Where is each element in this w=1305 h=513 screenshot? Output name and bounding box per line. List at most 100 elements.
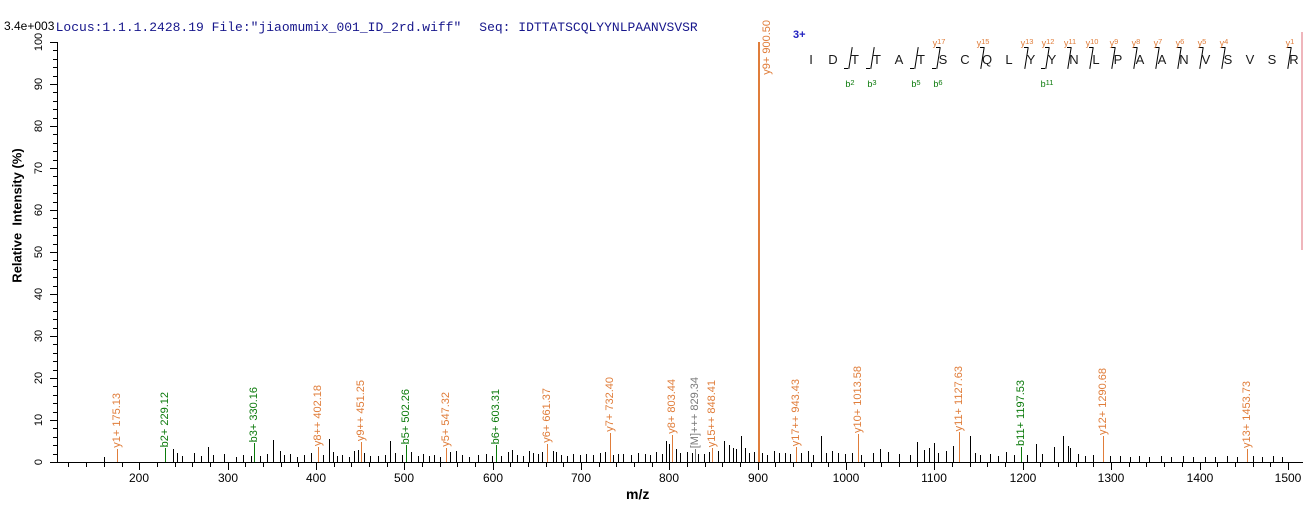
x-axis-tick (493, 463, 494, 470)
peak-label-b6+: b6+ 603.31 (490, 388, 502, 444)
y-axis-tick (50, 84, 57, 85)
x-axis-minor-tick (1253, 463, 1254, 467)
spectrum-peak (774, 451, 775, 462)
peak-label-[M]+++: [M]+++ 829.34 (689, 376, 701, 448)
x-axis-minor-tick (917, 463, 918, 467)
spectrum-peak (1027, 455, 1028, 462)
peak-label-leader (318, 447, 319, 452)
spectrum-peak (821, 436, 822, 462)
b-fragment-prefix: b (845, 79, 851, 89)
x-axis-minor-tick (1182, 463, 1183, 467)
spectrum-peak (177, 453, 178, 462)
peak-label-y17++: y17++ 943.43 (790, 378, 802, 446)
x-axis-title: m/z (626, 486, 650, 502)
y-axis-minor-tick (53, 370, 57, 371)
b-fragment-label: b5 (903, 74, 929, 92)
x-axis-minor-tick (210, 463, 211, 467)
spectrum-peak (645, 454, 646, 462)
sequence-residue: Y (1047, 52, 1057, 67)
y-fragment-number: 11 (1068, 37, 1077, 46)
spectrum-peak (938, 453, 939, 462)
peak-label-b2+: b2+ 229.12 (159, 391, 171, 447)
annotated-peak-y6+ (547, 449, 548, 462)
sequence-residue: I (809, 52, 813, 67)
peak-label-y8++: y8++ 402.18 (312, 384, 324, 446)
x-axis-tick-label: 300 (217, 471, 239, 485)
y-axis-minor-tick (53, 286, 57, 287)
y-axis-minor-tick (53, 454, 57, 455)
y-axis-tick-label: 80 (33, 119, 45, 133)
y-axis-tick-label: 30 (33, 329, 45, 343)
sequence-residue: A (894, 52, 904, 67)
spectrum-peak (998, 456, 999, 462)
spectrum-peak (1215, 457, 1216, 462)
x-axis-tick (1111, 463, 1112, 470)
sequence-residue: A (1135, 52, 1145, 67)
fragment-cut-foot (1133, 47, 1137, 48)
y-fragment-number: 17 (937, 37, 946, 46)
spectrum-peak (638, 453, 639, 462)
annotated-peak-y10+ (858, 439, 859, 462)
y-fragment-number: 9 (1114, 37, 1119, 46)
y-fragment-label: y12 (1035, 33, 1061, 51)
y-axis-tick (50, 420, 57, 421)
spectrum-peak (888, 452, 889, 462)
spectrum-peak (1205, 457, 1206, 462)
spectrum-peak (790, 454, 791, 462)
spectrum-peak (680, 453, 681, 462)
y-fragment-prefix: y (1153, 38, 1159, 48)
spectrum-peak (260, 456, 261, 462)
annotated-peak-b2+ (165, 453, 166, 462)
annotated-peak-y9+ (758, 42, 760, 462)
spectrum-peak (899, 454, 900, 462)
annotated-peak-b11+ (1021, 452, 1022, 462)
annotated-peak-y17++ (796, 452, 797, 462)
y-axis-minor-tick (53, 118, 57, 119)
peak-label-y15++: y15++ 848.41 (706, 379, 718, 447)
spectrum-peak (852, 453, 853, 462)
annotated-peak-y8++ (318, 452, 319, 462)
y-axis-minor-tick (53, 353, 57, 354)
spectrum-peak (304, 455, 305, 462)
x-axis-minor-tick (952, 463, 953, 467)
spectrum-peak (284, 455, 285, 462)
x-axis-minor-tick (334, 463, 335, 467)
locus-file-label: Locus:1.1.1.2428.19 File:"jiaomumix_001_… (55, 20, 462, 35)
sequence-residue: S (938, 52, 948, 67)
y-axis-minor-tick (53, 185, 57, 186)
spectrum-peak (1093, 455, 1094, 462)
spectrum-peak (1054, 447, 1055, 462)
spectrum-peak (342, 455, 343, 462)
y-fragment-prefix: y (1109, 38, 1115, 48)
sequence-residue: V (1245, 52, 1255, 67)
x-axis-tick-label: 600 (482, 471, 504, 485)
spectrum-peak (385, 455, 386, 462)
y-axis-minor-tick (53, 277, 57, 278)
spectrum-peak (970, 436, 971, 462)
x-axis-tick-label: 400 (305, 471, 327, 485)
peak-label-y9++: y9++ 451.25 (355, 379, 367, 441)
b-fragment-prefix: b (911, 79, 917, 89)
x-axis-tick (758, 463, 759, 470)
spectrum-peak (456, 451, 457, 462)
spectrum-peak (337, 456, 338, 462)
x-axis-minor-tick (740, 463, 741, 467)
spectrum-peak (1149, 457, 1150, 462)
x-axis-tick-label: 1100 (921, 471, 947, 485)
peak-label-leader (361, 442, 362, 447)
sequence-residue: P (1113, 52, 1123, 67)
y-axis-tick (50, 378, 57, 379)
x-axis-tick (404, 463, 405, 470)
spectrum-peak (650, 455, 651, 462)
spectrum-peak (251, 456, 252, 462)
x-axis-minor-tick (68, 463, 69, 467)
peak-label-y12+: y12+ 1290.68 (1097, 368, 1109, 435)
sequence-residue: T (851, 52, 859, 67)
y-fragment-prefix: y (1041, 38, 1047, 48)
peak-label-y11+: y11+ 1127.63 (953, 365, 965, 431)
peak-label-leader (858, 434, 859, 439)
spectrum-peak (358, 450, 359, 462)
b-fragment-number: 2 (850, 78, 855, 87)
